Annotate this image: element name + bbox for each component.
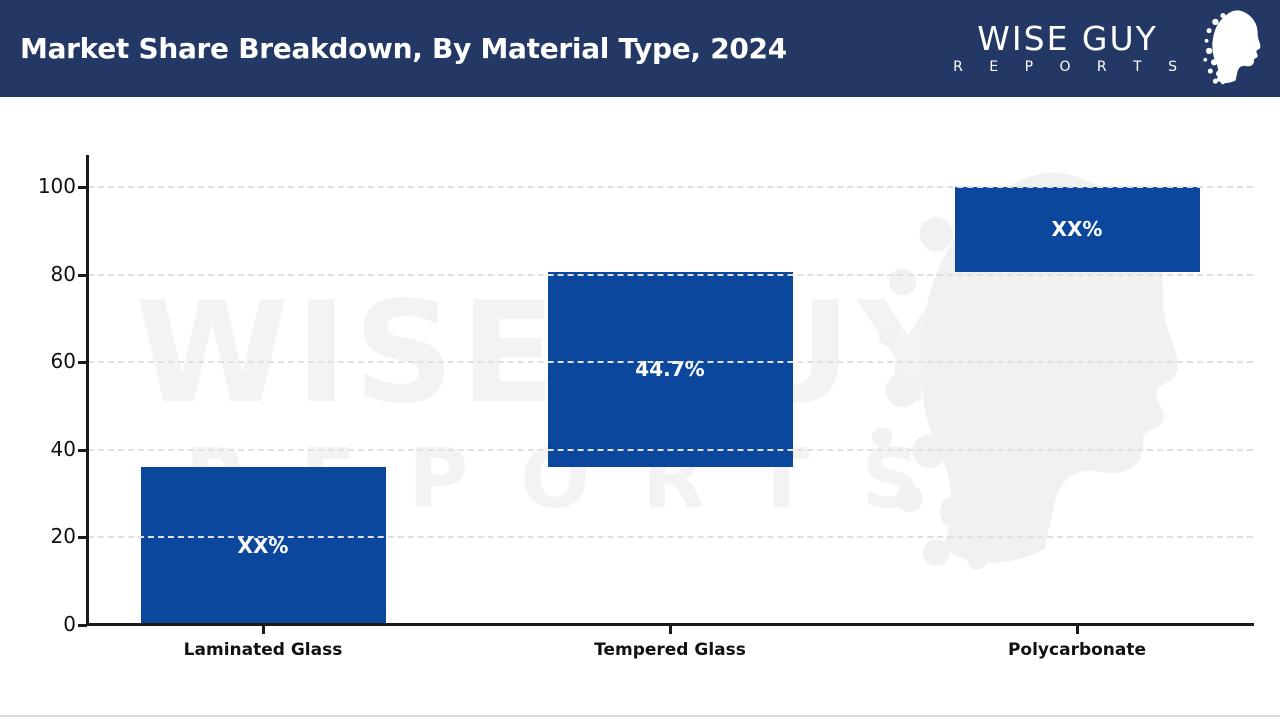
logo-subtext: R E P O R T S <box>953 59 1188 76</box>
logo-wordmark: WISE GUY <box>977 18 1158 58</box>
bottom-divider <box>0 715 1280 717</box>
gridline <box>88 186 1253 188</box>
watermark-wordmark: WISE GUY <box>135 272 959 435</box>
x-tick <box>669 626 672 634</box>
y-tick-label: 60 <box>50 349 76 374</box>
y-tick <box>78 361 87 365</box>
gridline <box>88 361 1253 364</box>
y-tick <box>78 536 87 540</box>
y-tick-label: 20 <box>50 524 76 549</box>
x-category-label: Tempered Glass <box>594 640 746 660</box>
bar: XX% <box>140 467 386 625</box>
y-tick <box>78 273 87 277</box>
logo-face-icon <box>1203 9 1261 84</box>
gridline <box>88 273 1253 276</box>
gridline <box>88 536 1253 539</box>
header: Market Share Breakdown, By Material Type… <box>0 0 1280 97</box>
x-tick <box>262 626 265 634</box>
page-title: Market Share Breakdown, By Material Type… <box>20 32 787 65</box>
bar-value-label: XX% <box>1051 217 1103 242</box>
x-category-label: Laminated Glass <box>183 640 343 660</box>
y-tick <box>78 624 87 627</box>
y-tick-label: 0 <box>63 612 76 636</box>
y-tick <box>78 448 87 452</box>
x-category-label: Polycarbonate <box>1007 640 1147 660</box>
gridline <box>88 448 1253 451</box>
brand-logo: WISE GUY R E P O R T S <box>947 8 1266 90</box>
x-tick <box>1076 626 1079 634</box>
y-tick-label: 40 <box>50 436 76 461</box>
y-tick-label: 80 <box>50 261 76 286</box>
y-tick <box>78 186 87 189</box>
y-tick-label: 100 <box>37 174 76 198</box>
x-axis-line <box>86 623 1254 626</box>
bar: 44.7% <box>547 271 793 468</box>
brand-logo-text: WISE GUY R E P O R T S <box>947 18 1188 76</box>
bar: XX% <box>954 187 1200 272</box>
y-axis-line <box>86 155 89 626</box>
